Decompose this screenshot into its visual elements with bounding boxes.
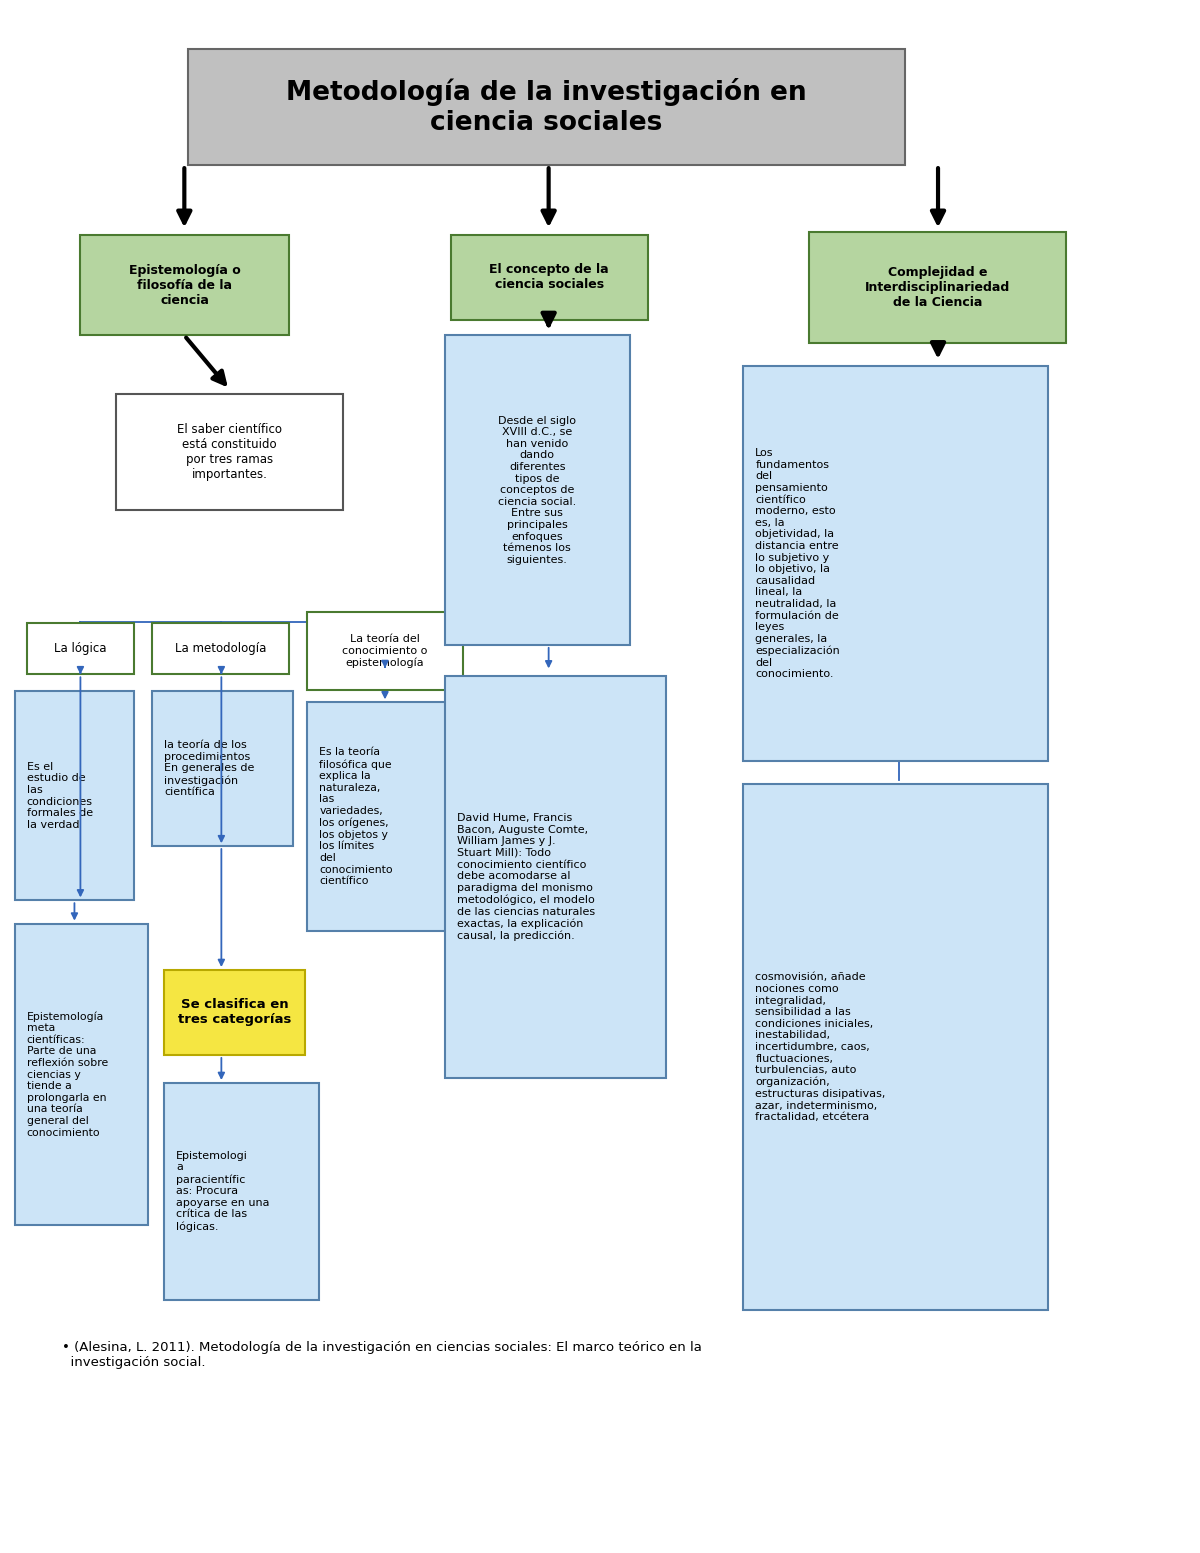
FancyBboxPatch shape xyxy=(307,612,463,690)
Text: Epistemología o
filosofía de la
ciencia: Epistemología o filosofía de la ciencia xyxy=(130,264,241,306)
FancyBboxPatch shape xyxy=(14,924,149,1225)
Text: Epistemología
meta
científicas:
Parte de una
reflexión sobre
ciencias y
tiende a: Epistemología meta científicas: Parte de… xyxy=(26,1011,108,1138)
FancyBboxPatch shape xyxy=(743,367,1048,761)
Text: David Hume, Francis
Bacon, Auguste Comte,
William James y J.
Stuart Mill): Todo
: David Hume, Francis Bacon, Auguste Comte… xyxy=(457,814,595,941)
Text: El concepto de la
ciencia sociales: El concepto de la ciencia sociales xyxy=(490,264,610,292)
FancyBboxPatch shape xyxy=(80,235,289,335)
Text: La metodología: La metodología xyxy=(175,643,266,655)
Text: Desde el siglo
XVIII d.C., se
han venido
dando
diferentes
tipos de
conceptos de
: Desde el siglo XVIII d.C., se han venido… xyxy=(498,416,576,565)
FancyBboxPatch shape xyxy=(164,1082,319,1300)
Text: Es la teoría
filosófica que
explica la
naturaleza,
las
variedades,
los orígenes,: Es la teoría filosófica que explica la n… xyxy=(319,747,392,887)
Text: Epistemologi
a
paracientífic
as: Procura
apoyarse en una
crítica de las
lógicas.: Epistemologi a paracientífic as: Procura… xyxy=(176,1151,270,1232)
FancyBboxPatch shape xyxy=(152,691,293,846)
FancyBboxPatch shape xyxy=(26,623,134,674)
FancyBboxPatch shape xyxy=(743,784,1048,1311)
Text: Complejidad e
Interdisciplinariedad
de la Ciencia: Complejidad e Interdisciplinariedad de l… xyxy=(865,266,1010,309)
FancyBboxPatch shape xyxy=(116,394,343,511)
Text: La lógica: La lógica xyxy=(54,643,107,655)
FancyBboxPatch shape xyxy=(809,231,1066,343)
FancyBboxPatch shape xyxy=(307,702,463,932)
Text: Metodología de la investigación en
ciencia sociales: Metodología de la investigación en cienc… xyxy=(286,78,806,137)
Text: La teoría del
conocimiento o
epistemología: La teoría del conocimiento o epistemolog… xyxy=(342,634,427,668)
Text: la teoría de los
procedimientos
En generales de
investigación
científica: la teoría de los procedimientos En gener… xyxy=(164,741,254,797)
Text: • (Alesina, L. 2011). Metodología de la investigación en ciencias sociales: El m: • (Alesina, L. 2011). Metodología de la … xyxy=(62,1342,702,1370)
FancyBboxPatch shape xyxy=(445,676,666,1078)
Text: Los
fundamentos
del
pensamiento
científico
moderno, esto
es, la
objetividad, la
: Los fundamentos del pensamiento científi… xyxy=(755,449,840,679)
FancyBboxPatch shape xyxy=(152,623,289,674)
Text: Se clasifica en
tres categorías: Se clasifica en tres categorías xyxy=(178,999,292,1027)
FancyBboxPatch shape xyxy=(445,335,630,644)
Text: cosmovisión, añade
nociones como
integralidad,
sensibilidad a las
condiciones in: cosmovisión, añade nociones como integra… xyxy=(755,972,886,1123)
FancyBboxPatch shape xyxy=(188,50,905,165)
FancyBboxPatch shape xyxy=(164,971,305,1054)
Text: Es el
estudio de
las
condiciones
formales de
la verdad: Es el estudio de las condiciones formale… xyxy=(26,763,92,829)
FancyBboxPatch shape xyxy=(451,235,648,320)
FancyBboxPatch shape xyxy=(14,691,134,901)
Text: El saber científico
está constituido
por tres ramas
importantes.: El saber científico está constituido por… xyxy=(178,424,282,481)
